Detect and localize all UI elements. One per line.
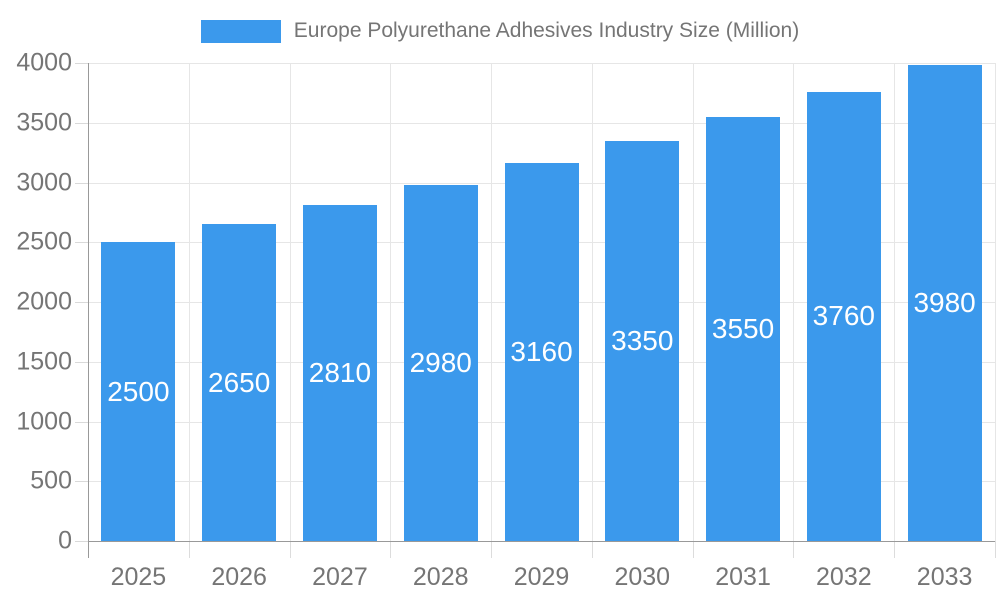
x-axis-line bbox=[88, 541, 995, 542]
bar-2031[interactable] bbox=[706, 116, 781, 541]
y-axis-tick bbox=[75, 242, 88, 244]
y-axis-label: 3000 bbox=[16, 168, 72, 196]
bar-value-label: 3550 bbox=[711, 312, 775, 344]
y-axis-label: 500 bbox=[30, 466, 72, 495]
x-axis-tick bbox=[289, 541, 291, 558]
x-axis-label: 2033 bbox=[916, 563, 973, 591]
legend-swatch-icon bbox=[200, 19, 281, 43]
bar-2030[interactable] bbox=[605, 140, 680, 541]
x-axis-label: 2029 bbox=[513, 563, 570, 591]
x-gridline bbox=[692, 63, 694, 541]
x-gridline bbox=[894, 63, 896, 541]
y-axis-label: 4000 bbox=[16, 48, 72, 77]
y-axis-label: 1500 bbox=[16, 347, 72, 376]
x-axis-label: 2031 bbox=[715, 563, 771, 591]
x-axis-tick bbox=[692, 541, 694, 558]
bar-2025[interactable] bbox=[101, 242, 176, 541]
y-axis-label: 1000 bbox=[16, 407, 72, 435]
bar-2029[interactable] bbox=[504, 163, 579, 541]
x-gridline bbox=[793, 63, 795, 541]
y-gridline bbox=[88, 63, 995, 64]
y-axis-tick bbox=[75, 302, 88, 303]
y-axis-tick bbox=[75, 122, 88, 124]
y-axis-line bbox=[88, 63, 89, 558]
x-axis-tick bbox=[390, 541, 392, 558]
bar-value-label: 2810 bbox=[308, 357, 372, 389]
x-gridline bbox=[289, 63, 291, 541]
y-axis-tick bbox=[75, 361, 88, 363]
x-gridline bbox=[995, 63, 996, 541]
y-axis-label: 3500 bbox=[16, 108, 72, 137]
x-axis-tick bbox=[995, 541, 996, 558]
x-axis-tick bbox=[491, 541, 493, 558]
y-gridline bbox=[88, 122, 995, 124]
x-gridline bbox=[390, 63, 392, 541]
bar-2033[interactable] bbox=[907, 65, 982, 541]
x-axis-label: 2030 bbox=[614, 563, 671, 591]
bar-2028[interactable] bbox=[403, 184, 478, 541]
y-axis-label: 2500 bbox=[16, 227, 72, 256]
y-axis-tick bbox=[75, 63, 88, 64]
x-axis-tick bbox=[793, 541, 795, 558]
bar-2032[interactable] bbox=[806, 91, 881, 541]
x-axis-label: 2026 bbox=[211, 563, 267, 591]
bar-value-label: 2980 bbox=[409, 346, 472, 378]
y-axis-tick bbox=[75, 481, 88, 483]
x-gridline bbox=[491, 63, 493, 541]
x-axis-label: 2028 bbox=[412, 563, 469, 591]
bar-value-label: 3760 bbox=[812, 300, 875, 332]
legend-label: Europe Polyurethane Adhesives Industry S… bbox=[293, 19, 800, 42]
y-axis-label: 2000 bbox=[16, 287, 72, 316]
bar-value-label: 3350 bbox=[611, 324, 674, 356]
chart-legend[interactable]: Europe Polyurethane Adhesives Industry S… bbox=[0, 17, 1000, 45]
x-axis-label: 2027 bbox=[312, 563, 368, 591]
bar-value-label: 2500 bbox=[107, 375, 170, 407]
y-axis-tick bbox=[75, 421, 88, 423]
x-axis-label: 2032 bbox=[816, 563, 872, 591]
y-axis-label: 0 bbox=[58, 526, 72, 555]
x-axis-tick bbox=[894, 541, 896, 558]
y-axis-tick bbox=[75, 541, 88, 542]
x-gridline bbox=[591, 63, 593, 541]
x-axis-label: 2025 bbox=[110, 563, 167, 591]
bar-value-label: 2650 bbox=[208, 366, 271, 398]
bar-2027[interactable] bbox=[302, 205, 377, 541]
x-gridline bbox=[188, 63, 190, 541]
bar-value-label: 3980 bbox=[913, 287, 976, 319]
x-axis-tick bbox=[188, 541, 190, 558]
bar-value-label: 3160 bbox=[510, 336, 573, 368]
y-axis-tick bbox=[75, 182, 88, 184]
x-axis-tick bbox=[591, 541, 593, 558]
bar-2026[interactable] bbox=[202, 224, 277, 541]
